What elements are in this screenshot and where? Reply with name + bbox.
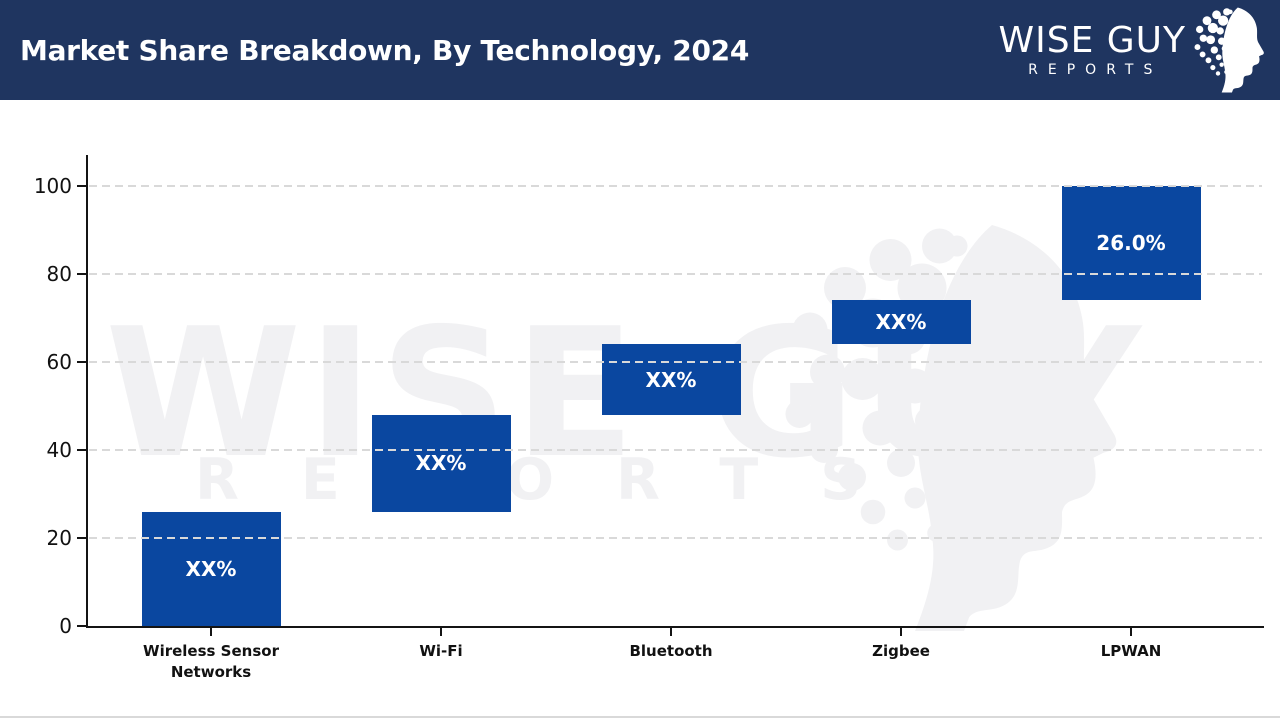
bar-value-label: XX% — [415, 451, 467, 476]
watermark-subtext: REPORTS — [195, 447, 924, 513]
x-axis-label-wi-fi: Wi-Fi — [419, 642, 463, 660]
logo-wordmark: WISE GUY — [998, 19, 1186, 61]
gridline-80 — [89, 273, 1262, 275]
y-tick — [77, 449, 86, 451]
x-tick — [1130, 628, 1132, 636]
bar-wi-fi: XX% — [371, 414, 511, 512]
bar-value-label: XX% — [875, 310, 927, 335]
y-tick — [77, 361, 86, 363]
page-title: Market Share Breakdown, By Technology, 2… — [20, 33, 750, 67]
x-axis-line — [86, 626, 1264, 628]
report-header: Market Share Breakdown, By Technology, 2… — [0, 0, 1280, 100]
gridline-60 — [89, 361, 1262, 363]
y-tick-label: 40 — [46, 438, 72, 462]
wiseguy-head-icon — [1192, 6, 1266, 94]
bar-wireless-sensor-networks: XX% — [141, 511, 281, 626]
y-tick — [77, 537, 86, 539]
x-axis-label-zigbee: Zigbee — [872, 642, 930, 660]
x-axis-label-bluetooth: Bluetooth — [629, 642, 713, 660]
bar-lpwan: 26.0% — [1061, 186, 1201, 301]
x-axis-label-wireless-sensor-networks: Wireless Sensor Networks — [143, 642, 279, 681]
y-tick — [77, 185, 86, 187]
x-tick — [440, 628, 442, 636]
gridline-20 — [89, 537, 1262, 539]
bar-bluetooth: XX% — [601, 344, 741, 415]
gridline-40 — [89, 449, 1262, 451]
y-tick-label: 0 — [59, 614, 72, 638]
y-tick-label: 20 — [46, 526, 72, 550]
y-tick-label: 80 — [46, 262, 72, 286]
logo-subtext: REPORTS — [1028, 61, 1163, 78]
bar-value-label: 26.0% — [1096, 231, 1166, 256]
wiseguy-logo-text: WISE GUY REPORTS — [998, 19, 1187, 78]
y-tick-label: 100 — [33, 174, 72, 198]
y-tick-label: 60 — [46, 350, 72, 374]
x-tick — [670, 628, 672, 636]
y-axis-line — [86, 155, 88, 626]
bar-value-label: XX% — [645, 367, 697, 392]
y-tick — [77, 625, 86, 627]
x-axis-label-lpwan: LPWAN — [1100, 642, 1162, 660]
wiseguy-logo: WISE GUY REPORTS — [999, 6, 1267, 94]
bar-zigbee: XX% — [831, 300, 971, 345]
bar-value-label: XX% — [185, 556, 237, 581]
x-tick — [900, 628, 902, 636]
y-tick — [77, 273, 86, 275]
bottom-divider-line — [0, 716, 1280, 718]
gridline-100 — [89, 185, 1262, 187]
x-tick — [210, 628, 212, 636]
